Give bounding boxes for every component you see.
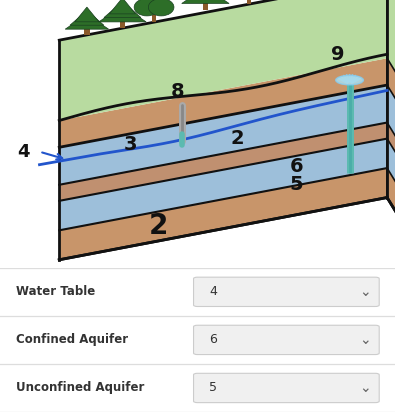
Text: 2: 2 bbox=[148, 212, 168, 240]
Text: 5: 5 bbox=[290, 176, 303, 194]
Circle shape bbox=[134, 0, 160, 16]
Bar bbox=[152, 15, 156, 22]
Polygon shape bbox=[70, 10, 104, 25]
Polygon shape bbox=[387, 168, 395, 229]
Text: 8: 8 bbox=[171, 82, 184, 101]
Text: ⌄: ⌄ bbox=[359, 333, 371, 347]
Polygon shape bbox=[59, 85, 387, 185]
Text: 9: 9 bbox=[331, 45, 344, 64]
Polygon shape bbox=[65, 14, 109, 29]
Polygon shape bbox=[387, 138, 395, 200]
Text: 3: 3 bbox=[124, 135, 137, 154]
Polygon shape bbox=[59, 0, 387, 121]
Text: Confined Aquifer: Confined Aquifer bbox=[16, 333, 128, 346]
Text: 6: 6 bbox=[209, 333, 217, 346]
Bar bbox=[247, 0, 251, 4]
Text: 6: 6 bbox=[290, 157, 303, 176]
Polygon shape bbox=[387, 0, 395, 229]
Bar bbox=[120, 19, 125, 28]
Polygon shape bbox=[109, 0, 135, 14]
Polygon shape bbox=[387, 0, 395, 90]
Text: 5: 5 bbox=[209, 382, 217, 394]
Polygon shape bbox=[59, 168, 387, 260]
Polygon shape bbox=[182, 0, 229, 3]
Text: ⌄: ⌄ bbox=[359, 285, 371, 299]
Polygon shape bbox=[59, 138, 387, 230]
Polygon shape bbox=[99, 6, 146, 22]
Bar bbox=[84, 26, 90, 35]
Bar bbox=[203, 0, 208, 10]
Ellipse shape bbox=[336, 75, 363, 85]
Polygon shape bbox=[59, 122, 387, 201]
Text: 4: 4 bbox=[209, 286, 217, 298]
Polygon shape bbox=[59, 58, 387, 147]
Polygon shape bbox=[387, 85, 395, 154]
Polygon shape bbox=[104, 2, 141, 18]
Circle shape bbox=[149, 0, 174, 16]
Polygon shape bbox=[387, 58, 395, 117]
Text: 4: 4 bbox=[17, 143, 30, 161]
Text: 2: 2 bbox=[230, 129, 244, 148]
Text: ⌄: ⌄ bbox=[359, 381, 371, 395]
Polygon shape bbox=[75, 7, 99, 22]
FancyBboxPatch shape bbox=[194, 325, 379, 355]
Polygon shape bbox=[387, 122, 395, 171]
Text: Water Table: Water Table bbox=[16, 286, 95, 298]
FancyBboxPatch shape bbox=[194, 277, 379, 307]
Text: Unconfined Aquifer: Unconfined Aquifer bbox=[16, 382, 144, 394]
FancyBboxPatch shape bbox=[194, 373, 379, 403]
